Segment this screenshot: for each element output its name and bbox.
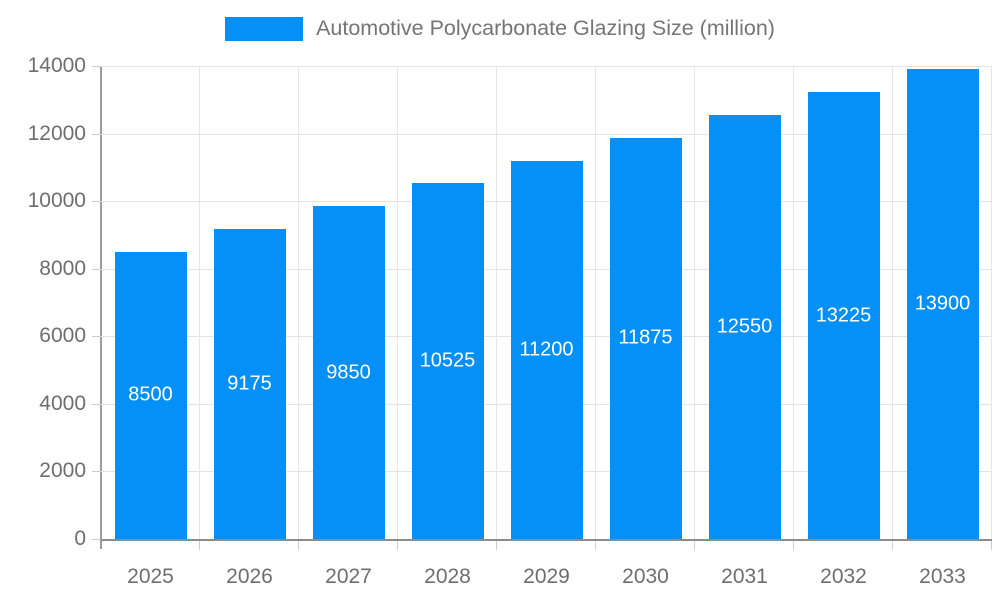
x-axis-tick bbox=[892, 541, 893, 550]
x-tick-label: 2028 bbox=[424, 565, 471, 588]
x-axis-tick bbox=[595, 541, 596, 550]
bar-value-label: 11875 bbox=[618, 326, 673, 349]
y-axis-line bbox=[100, 66, 102, 549]
y-axis-tick bbox=[92, 539, 101, 540]
bar-2033: 13900 bbox=[906, 69, 979, 539]
x-axis-tick bbox=[397, 541, 398, 550]
bar-value-label: 12550 bbox=[716, 315, 773, 338]
gridline-vertical bbox=[991, 66, 992, 539]
bar-value-label: 9850 bbox=[326, 361, 371, 384]
bar-2026: 9175 bbox=[213, 229, 286, 539]
x-tick-label: 2029 bbox=[523, 565, 570, 588]
y-tick-label: 14000 bbox=[27, 54, 86, 77]
x-tick-label: 2026 bbox=[226, 565, 273, 588]
x-axis-tick bbox=[793, 541, 794, 550]
bar-2032: 13225 bbox=[807, 92, 880, 539]
gridline-vertical bbox=[595, 66, 596, 539]
y-tick-label: 12000 bbox=[27, 121, 86, 145]
y-tick-label: 8000 bbox=[39, 256, 86, 280]
y-tick-label: 4000 bbox=[39, 391, 86, 415]
bar-value-label: 13225 bbox=[815, 304, 872, 327]
y-tick-label: 2000 bbox=[39, 459, 86, 483]
x-axis-tick bbox=[496, 541, 497, 550]
x-tick-label: 2031 bbox=[721, 565, 768, 588]
y-axis-tick bbox=[92, 133, 101, 135]
bar-value-label: 13900 bbox=[914, 292, 971, 315]
gridline-vertical bbox=[397, 66, 398, 539]
bar-2028: 10525 bbox=[411, 183, 484, 539]
y-axis-tick bbox=[92, 336, 101, 338]
x-axis-line bbox=[101, 539, 992, 541]
legend-label: Automotive Polycarbonate Glazing Size (m… bbox=[316, 16, 775, 40]
gridline-vertical bbox=[496, 66, 497, 539]
gridline-vertical bbox=[694, 66, 695, 539]
y-axis-tick bbox=[92, 201, 101, 203]
legend-swatch bbox=[225, 16, 304, 41]
x-tick-label: 2032 bbox=[820, 565, 867, 588]
x-tick-label: 2027 bbox=[325, 565, 372, 588]
x-axis-tick bbox=[991, 541, 992, 550]
y-tick-label: 10000 bbox=[27, 189, 86, 213]
bar-value-label: 9175 bbox=[227, 372, 272, 395]
x-axis-tick bbox=[199, 541, 200, 550]
gridline-vertical bbox=[793, 66, 794, 539]
gridline-horizontal bbox=[101, 133, 992, 135]
gridline-vertical bbox=[199, 66, 200, 539]
bar-2031: 12550 bbox=[708, 114, 781, 539]
gridline-vertical bbox=[892, 66, 893, 539]
bar-value-label: 11200 bbox=[519, 338, 574, 361]
bar-value-label: 10525 bbox=[419, 349, 476, 372]
x-axis-tick bbox=[298, 541, 299, 550]
x-tick-label: 2030 bbox=[622, 565, 669, 588]
y-axis-tick bbox=[92, 66, 101, 67]
bar-2029: 11200 bbox=[510, 160, 583, 539]
bar-2027: 9850 bbox=[312, 206, 385, 539]
plot-area: 8500 9175 9850 10525 11200 11875 12550 13225 139… bbox=[101, 66, 992, 539]
y-axis-tick bbox=[92, 268, 101, 270]
bar-2030: 11875 bbox=[609, 137, 682, 539]
bar-value-label: 8500 bbox=[128, 383, 173, 406]
legend[interactable]: Automotive Polycarbonate Glazing Size (m… bbox=[0, 16, 1000, 41]
x-axis-tick bbox=[694, 541, 695, 550]
x-tick-label: 2025 bbox=[127, 565, 174, 588]
gridline-vertical bbox=[298, 66, 299, 539]
x-tick-label: 2033 bbox=[919, 565, 966, 588]
y-tick-label: 6000 bbox=[39, 324, 86, 348]
y-tick-label: 0 bbox=[74, 527, 86, 550]
y-axis-tick bbox=[92, 403, 101, 405]
y-axis-tick bbox=[92, 471, 101, 473]
bar-2025: 8500 bbox=[114, 251, 187, 539]
gridline-horizontal bbox=[101, 66, 992, 67]
